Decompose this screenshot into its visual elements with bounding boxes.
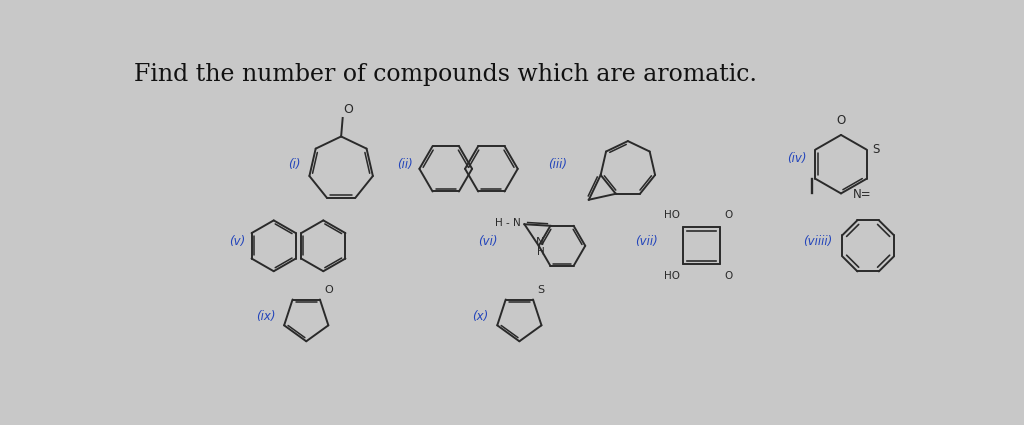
Text: O: O — [325, 285, 334, 295]
Text: O: O — [724, 210, 732, 221]
Text: (iii): (iii) — [549, 159, 567, 171]
Text: S: S — [872, 143, 880, 156]
Text: (ii): (ii) — [397, 159, 414, 171]
Text: N=: N= — [853, 188, 872, 201]
Text: H - N: H - N — [495, 218, 520, 228]
Text: (x): (x) — [472, 310, 488, 323]
Text: (iv): (iv) — [787, 152, 807, 164]
Text: H: H — [537, 246, 545, 257]
Text: S: S — [538, 285, 545, 295]
Text: N: N — [537, 237, 545, 247]
Text: O: O — [837, 114, 846, 127]
Text: HO: HO — [664, 271, 680, 281]
Text: HO: HO — [664, 210, 680, 221]
Text: (i): (i) — [289, 159, 301, 171]
Text: (vi): (vi) — [478, 235, 498, 249]
Text: O: O — [724, 271, 732, 281]
Text: (viiii): (viiii) — [803, 235, 833, 249]
Text: Find the number of compounds which are aromatic.: Find the number of compounds which are a… — [134, 62, 757, 85]
Text: (ix): (ix) — [256, 310, 275, 323]
Text: O: O — [343, 103, 353, 116]
Text: (vii): (vii) — [635, 235, 658, 249]
Text: (v): (v) — [228, 235, 245, 249]
